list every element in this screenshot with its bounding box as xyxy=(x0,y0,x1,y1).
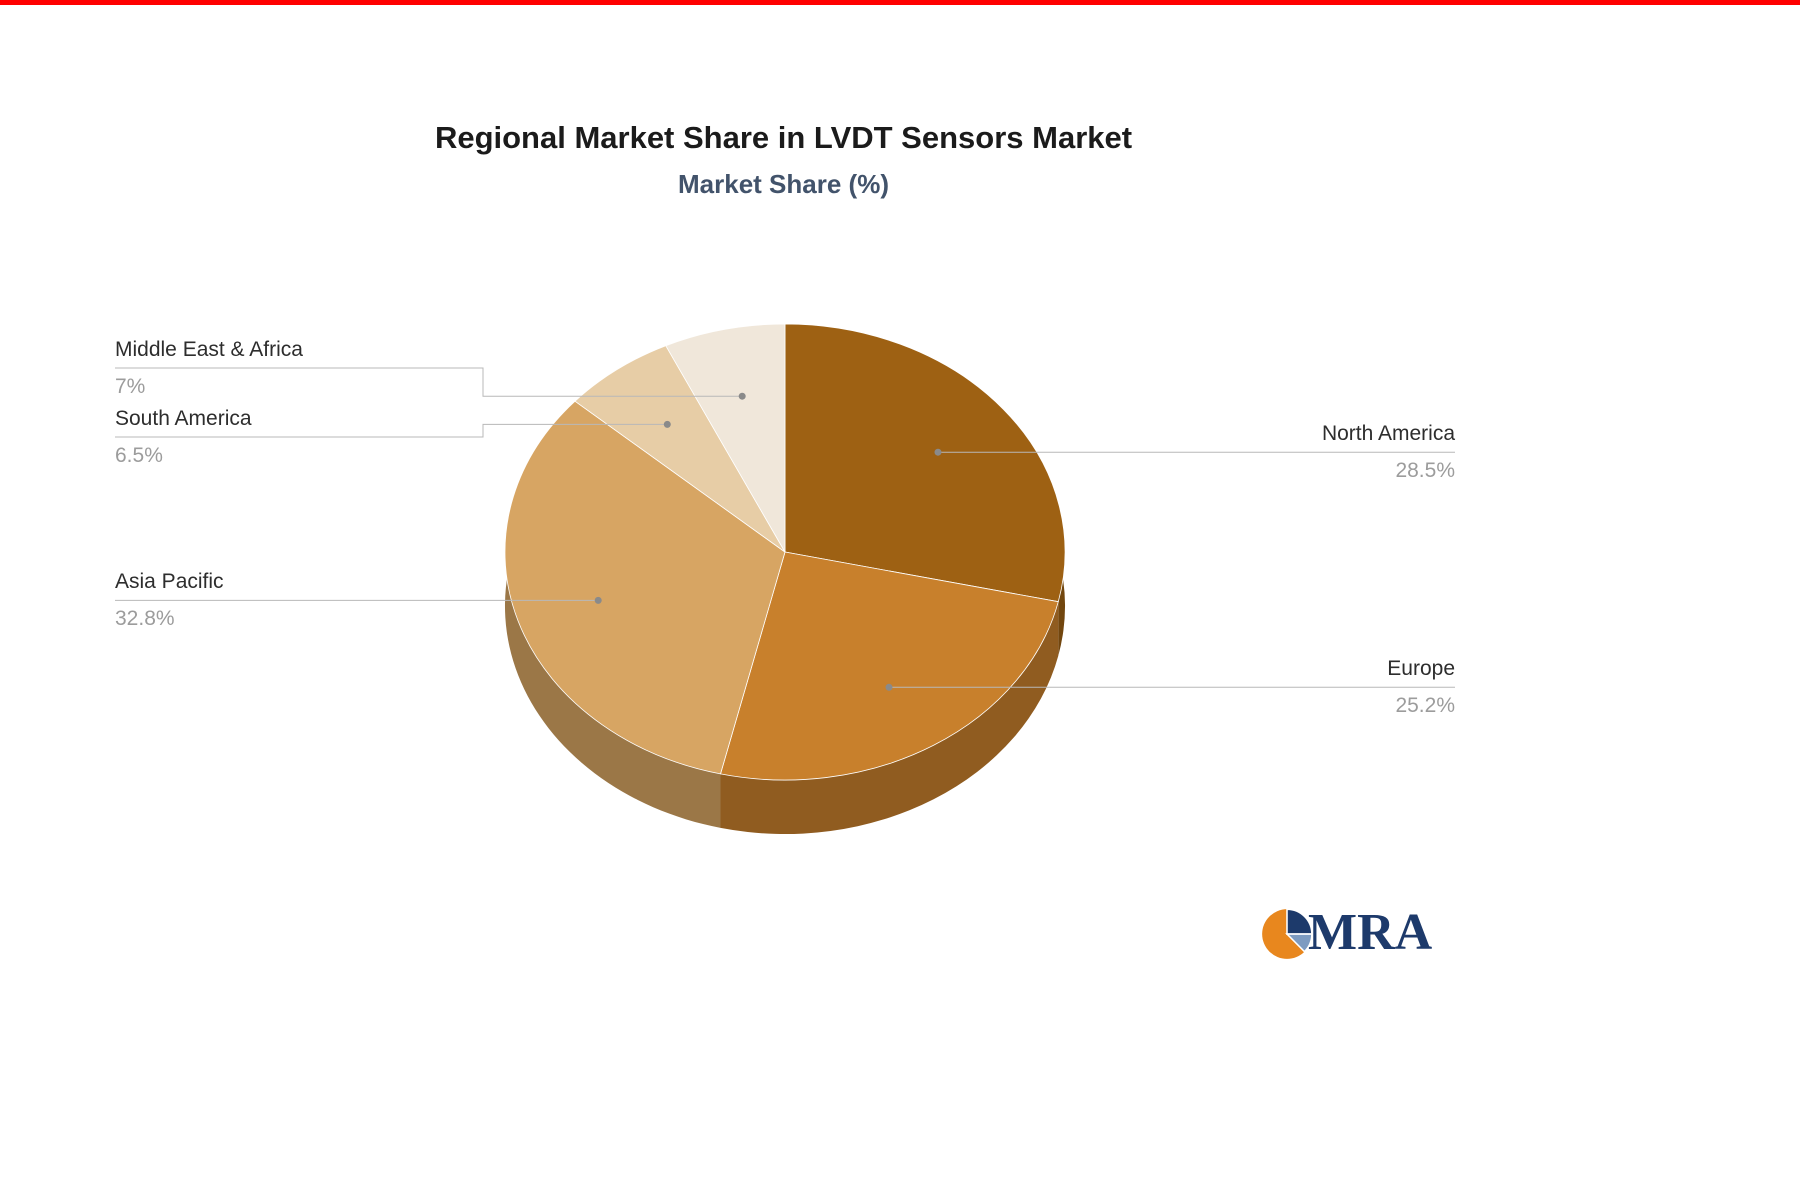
pie-slice[interactable] xyxy=(665,323,786,553)
brand-logo: MRA xyxy=(1258,901,1432,965)
label-connector xyxy=(115,423,668,438)
logo-wedge-top-right xyxy=(1286,908,1313,935)
pie-slice[interactable] xyxy=(784,323,1066,603)
connector-dot xyxy=(738,392,746,400)
logo-wedge-bottom-right xyxy=(1285,933,1313,953)
pie-slice[interactable] xyxy=(574,345,786,553)
label-connector xyxy=(115,367,743,397)
pie-slice-side xyxy=(504,401,721,828)
chart-subtitle: Market Share (%) xyxy=(678,169,889,199)
pie-slice-side xyxy=(720,601,1059,835)
connector-dot xyxy=(594,596,602,604)
pie-slice[interactable] xyxy=(720,551,1059,781)
connector-dot xyxy=(934,448,942,456)
connector-dot xyxy=(663,420,671,428)
brand-logo-text: MRA xyxy=(1308,904,1433,961)
pie-slice[interactable] xyxy=(504,400,786,775)
connector-dot xyxy=(885,683,893,691)
brand-logo-icon xyxy=(1262,908,1313,959)
top-accent-bar xyxy=(0,0,1800,5)
chart-title: Regional Market Share in LVDT Sensors Ma… xyxy=(434,120,1133,155)
